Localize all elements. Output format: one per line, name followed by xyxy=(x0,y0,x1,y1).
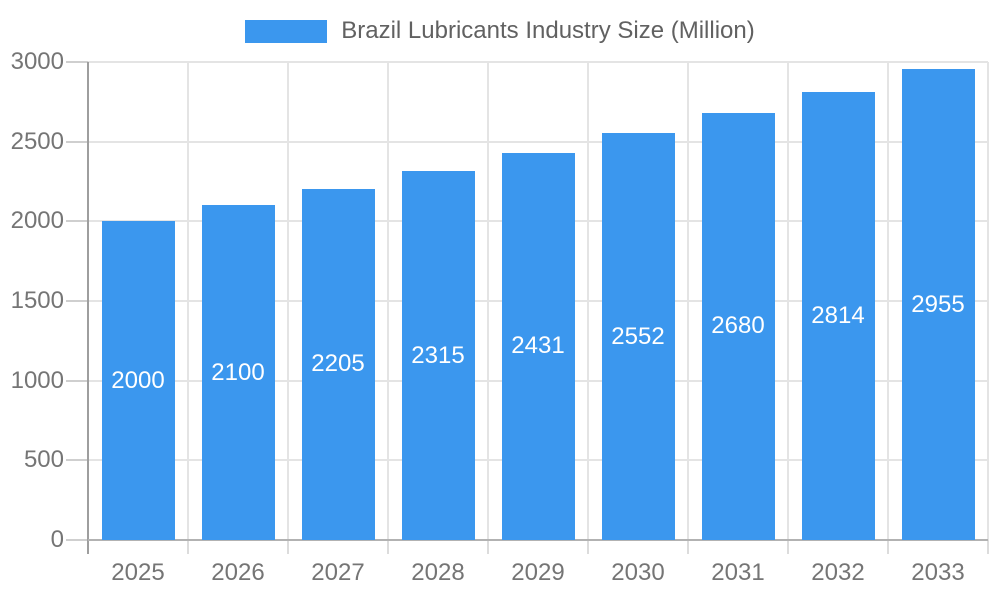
legend-swatch xyxy=(245,19,328,43)
legend-label: Brazil Lubricants Industry Size (Million… xyxy=(341,17,755,44)
bar-value-label: 2431 xyxy=(511,332,565,360)
y-axis-tick xyxy=(66,539,88,541)
gridline-vertical xyxy=(987,62,989,540)
bar-value-label: 2955 xyxy=(911,290,965,318)
y-axis-tick xyxy=(66,300,88,302)
gridline-vertical xyxy=(787,62,789,540)
y-axis-tick xyxy=(66,220,88,223)
bar[interactable] xyxy=(301,188,375,540)
y-axis-tick xyxy=(66,140,88,143)
x-axis-label: 2028 xyxy=(411,559,465,586)
gridline-horizontal xyxy=(88,61,988,63)
x-axis-label: 2033 xyxy=(911,559,965,586)
y-axis-tick xyxy=(66,459,88,462)
y-axis-tick xyxy=(66,61,88,63)
gridline-horizontal xyxy=(88,140,988,143)
x-axis-label: 2025 xyxy=(111,559,165,586)
bar[interactable] xyxy=(601,133,675,540)
x-axis-tick xyxy=(787,540,789,554)
bar[interactable] xyxy=(201,205,275,540)
x-axis-tick xyxy=(87,540,89,554)
legend: Brazil Lubricants Industry Size (Million… xyxy=(0,17,1000,45)
x-axis-label: 2027 xyxy=(311,559,365,586)
bar[interactable] xyxy=(701,112,775,540)
x-axis-line xyxy=(88,539,988,541)
x-axis-tick xyxy=(187,540,189,554)
bar-value-label: 2100 xyxy=(211,358,265,386)
gridline-vertical xyxy=(487,62,489,540)
y-axis-label: 1000 xyxy=(10,366,64,394)
bar[interactable] xyxy=(901,69,975,540)
gridline-vertical xyxy=(887,62,889,540)
bar-value-label: 2814 xyxy=(811,301,865,329)
y-axis-line xyxy=(87,62,89,540)
bar-value-label: 2680 xyxy=(711,312,765,340)
y-axis-label: 3000 xyxy=(10,48,64,75)
bar[interactable] xyxy=(101,221,175,540)
x-axis-label: 2030 xyxy=(611,559,665,586)
y-axis-label: 1500 xyxy=(10,287,64,314)
bar-value-label: 2205 xyxy=(311,350,365,378)
bar-value-label: 2000 xyxy=(111,366,165,394)
gridline-vertical xyxy=(287,62,289,540)
x-axis-tick xyxy=(887,540,889,554)
x-axis-tick xyxy=(587,540,589,554)
x-axis-tick xyxy=(487,540,489,554)
x-axis-tick xyxy=(287,540,289,554)
bar-value-label: 2552 xyxy=(611,322,665,350)
y-axis-tick xyxy=(66,379,88,382)
y-axis-label: 0 xyxy=(50,526,64,553)
bar[interactable] xyxy=(801,91,875,540)
x-axis-label: 2026 xyxy=(211,559,265,586)
x-axis-label: 2031 xyxy=(711,559,765,586)
x-axis-tick xyxy=(987,540,989,554)
bar[interactable] xyxy=(401,171,475,540)
x-axis-label: 2029 xyxy=(511,559,565,586)
x-axis-label: 2032 xyxy=(811,559,865,586)
gridline-vertical xyxy=(387,62,389,540)
y-axis-label: 2000 xyxy=(10,207,64,235)
gridline-vertical xyxy=(587,62,589,540)
x-axis-tick xyxy=(387,540,389,554)
y-axis-label: 500 xyxy=(23,446,64,474)
gridline-vertical xyxy=(687,62,689,540)
x-axis-tick xyxy=(687,540,689,554)
bar[interactable] xyxy=(501,152,575,540)
bar-value-label: 2315 xyxy=(411,341,465,369)
gridline-vertical xyxy=(187,62,189,540)
y-axis-label: 2500 xyxy=(10,127,64,155)
